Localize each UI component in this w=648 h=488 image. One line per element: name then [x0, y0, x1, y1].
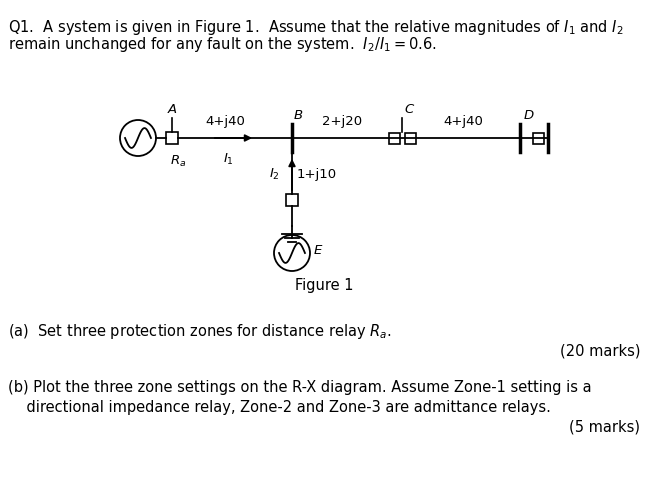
Bar — [533, 133, 544, 143]
Text: 1+j10: 1+j10 — [297, 168, 337, 181]
Text: Figure 1: Figure 1 — [295, 278, 353, 293]
Text: 4+j40: 4+j40 — [443, 115, 483, 128]
Text: $I_2$: $I_2$ — [269, 167, 280, 182]
Text: (a)  Set three protection zones for distance relay $R_a$.: (a) Set three protection zones for dista… — [8, 322, 391, 341]
Bar — [166, 132, 178, 144]
Text: directional impedance relay, Zone-2 and Zone-3 are admittance relays.: directional impedance relay, Zone-2 and … — [8, 400, 551, 415]
Text: D: D — [524, 109, 534, 122]
Text: 4+j40: 4+j40 — [205, 115, 245, 128]
Text: $I_1$: $I_1$ — [223, 152, 234, 167]
Text: A: A — [167, 103, 176, 116]
Text: (b) Plot the three zone settings on the R-X diagram. Assume Zone-1 setting is a: (b) Plot the three zone settings on the … — [8, 380, 592, 395]
Text: remain unchanged for any fault on the system.  $I_2/I_1 = 0.6$.: remain unchanged for any fault on the sy… — [8, 35, 437, 54]
Text: $R_a$: $R_a$ — [170, 154, 186, 169]
Bar — [389, 133, 400, 143]
Text: 2+j20: 2+j20 — [322, 115, 362, 128]
Bar — [404, 133, 415, 143]
Text: B: B — [294, 109, 303, 122]
Text: C: C — [404, 103, 413, 116]
Text: Q1.  A system is given in Figure 1.  Assume that the relative magnitudes of $I_1: Q1. A system is given in Figure 1. Assum… — [8, 18, 623, 37]
Text: (5 marks): (5 marks) — [569, 420, 640, 435]
Text: (20 marks): (20 marks) — [559, 344, 640, 359]
Text: E: E — [314, 244, 322, 258]
Bar — [286, 194, 298, 206]
